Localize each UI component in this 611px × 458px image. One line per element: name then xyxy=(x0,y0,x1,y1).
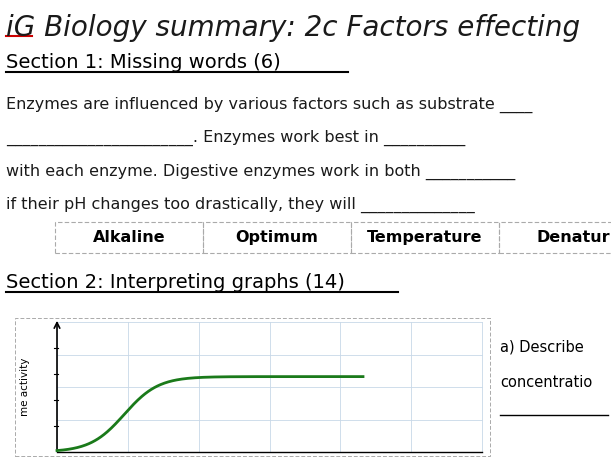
Text: Alkaline: Alkaline xyxy=(93,230,166,245)
Text: _______________________. Enzymes work best in __________: _______________________. Enzymes work be… xyxy=(6,130,465,146)
Text: Section 2: Interpreting graphs (14): Section 2: Interpreting graphs (14) xyxy=(6,273,345,291)
Text: Section 1: Missing words (6): Section 1: Missing words (6) xyxy=(6,53,280,71)
Bar xyxy=(351,222,499,253)
Text: me activity: me activity xyxy=(20,358,30,416)
Bar xyxy=(55,222,203,253)
Text: Enzymes are influenced by various factors such as substrate ____: Enzymes are influenced by various factor… xyxy=(6,97,532,113)
Bar xyxy=(203,222,351,253)
Text: if their pH changes too drastically, they will ______________: if their pH changes too drastically, the… xyxy=(6,197,475,213)
Text: concentratio: concentratio xyxy=(500,375,592,390)
Bar xyxy=(15,318,490,456)
Text: a) Describe: a) Describe xyxy=(500,340,584,355)
Text: Denatur: Denatur xyxy=(536,230,610,245)
Bar xyxy=(499,222,611,253)
Text: with each enzyme. Digestive enzymes work in both ___________: with each enzyme. Digestive enzymes work… xyxy=(6,164,515,180)
Text: iG Biology summary: 2c Factors effecting: iG Biology summary: 2c Factors effecting xyxy=(6,14,580,42)
Text: Optimum: Optimum xyxy=(236,230,318,245)
Text: Temperature: Temperature xyxy=(367,230,483,245)
